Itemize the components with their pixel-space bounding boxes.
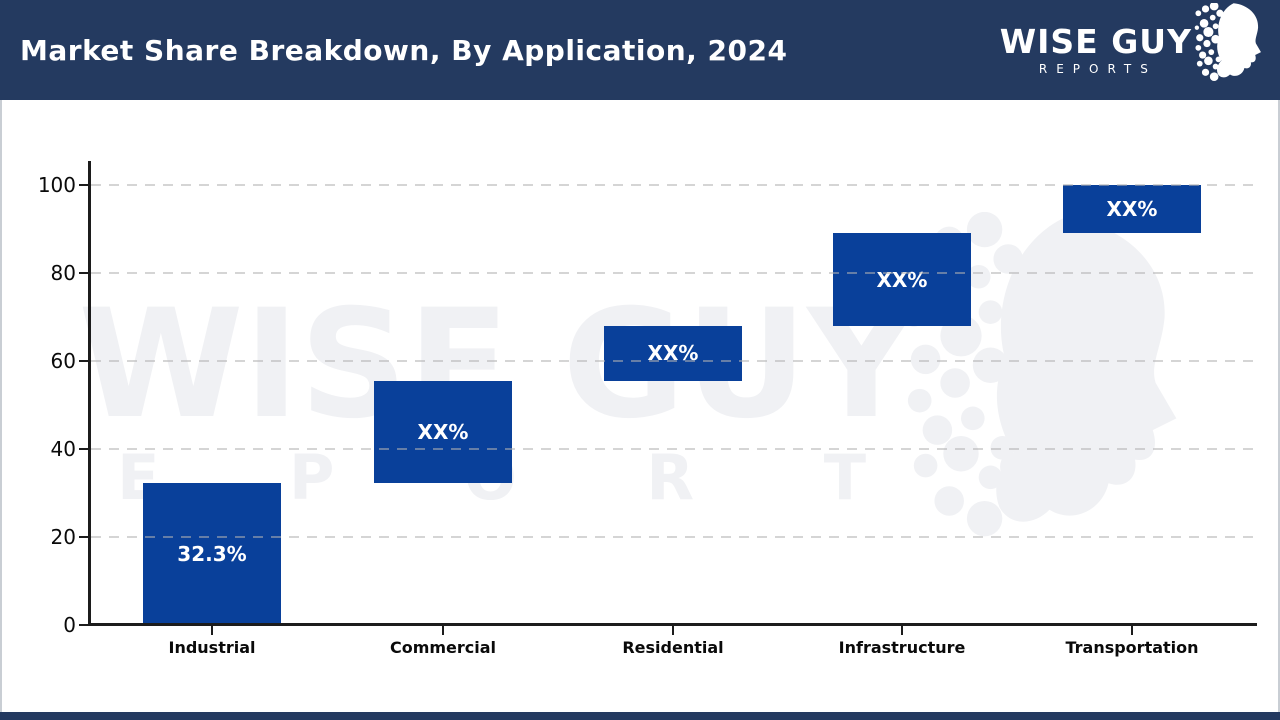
x-axis-label-industrial: Industrial: [168, 638, 256, 657]
logo: WISE GUY REPORTS: [1000, 3, 1266, 97]
x-axis-label-infrastructure: Infrastructure: [838, 638, 966, 657]
y-tick-20: [79, 536, 88, 538]
x-tick-commercial: [442, 626, 444, 635]
bar-label-transportation: XX%: [1106, 197, 1158, 222]
bar-label-commercial: XX%: [417, 419, 469, 444]
x-axis-label-commercial: Commercial: [389, 638, 497, 657]
x-axis-line: [88, 623, 1257, 626]
y-tick-80: [79, 272, 88, 274]
logo-wordmark: WISE GUY: [999, 21, 1192, 61]
logo-text: WISE GUY REPORTS: [1000, 25, 1192, 76]
y-tick-label-100: 100: [37, 173, 76, 197]
gridline-100: [91, 184, 1257, 186]
y-tick-100: [79, 184, 88, 186]
y-tick-label-20: 20: [50, 525, 76, 549]
y-tick-label-60: 60: [50, 349, 76, 373]
logo-face-icon: [1194, 3, 1261, 81]
chart-area: WISE GUY R E P O R T S 32.3% XX% XX% XX% XX%…: [0, 100, 1280, 712]
bar-infrastructure: XX%: [833, 233, 971, 326]
watermark-face-icon: [904, 212, 1177, 537]
gridline-40: [91, 448, 1257, 450]
y-axis-line: [88, 161, 91, 626]
bar-commercial: XX%: [374, 380, 512, 483]
bar-residential: XX%: [604, 325, 742, 381]
y-tick-0: [79, 624, 88, 626]
bar-transportation: XX%: [1063, 185, 1201, 234]
logo-subtext: REPORTS: [1038, 61, 1157, 76]
gridline-20: [91, 536, 1257, 538]
y-tick-label-80: 80: [50, 261, 76, 285]
x-axis-label-transportation: Transportation: [1065, 638, 1199, 657]
bar-label-infrastructure: XX%: [876, 267, 928, 292]
gridline-80: [91, 272, 1257, 274]
y-tick-label-40: 40: [50, 437, 76, 461]
x-tick-transportation: [1131, 626, 1133, 635]
gridline-60: [91, 360, 1257, 362]
bar-industrial: 32.3%: [143, 482, 281, 625]
y-tick-40: [79, 448, 88, 450]
page-title: Market Share Breakdown, By Application, …: [20, 33, 788, 67]
y-tick-60: [79, 360, 88, 362]
x-tick-residential: [672, 626, 674, 635]
header: Market Share Breakdown, By Application, …: [0, 0, 1280, 100]
footer-bar: [0, 712, 1280, 720]
bar-label-industrial: 32.3%: [177, 541, 247, 566]
y-tick-label-0: 0: [63, 613, 76, 637]
x-axis-label-residential: Residential: [622, 638, 724, 657]
x-tick-infrastructure: [901, 626, 903, 635]
x-tick-industrial: [211, 626, 213, 635]
